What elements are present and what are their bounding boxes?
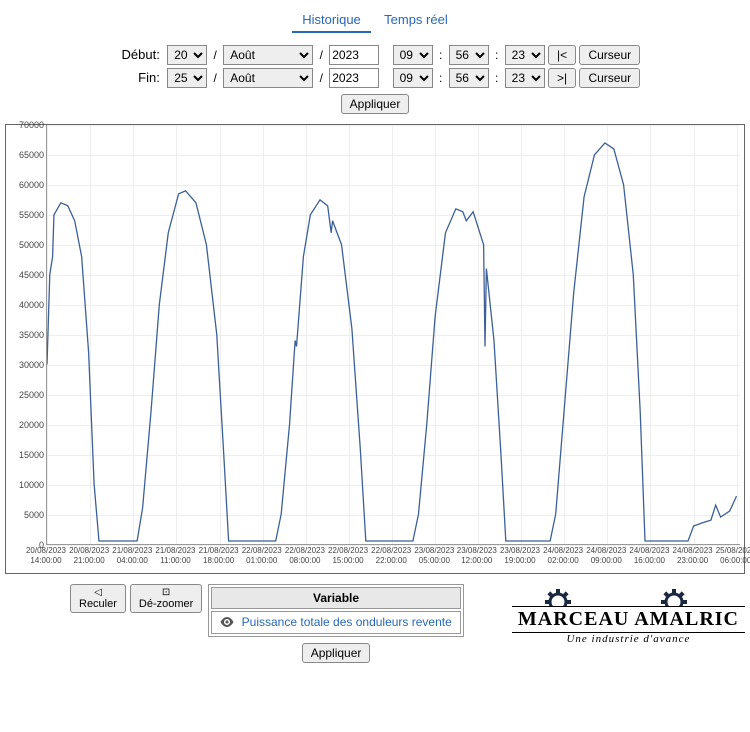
y-tick-label: 15000 xyxy=(19,450,44,460)
y-tick-label: 10000 xyxy=(19,480,44,490)
variable-header: Variable xyxy=(211,587,460,609)
end-sec-select[interactable]: 23 xyxy=(505,68,545,88)
separator: / xyxy=(320,71,323,85)
back-button[interactable]: ◁ Reculer xyxy=(70,584,126,613)
end-day-select[interactable]: 25 xyxy=(167,68,207,88)
start-cursor-button[interactable]: Curseur xyxy=(579,45,640,65)
tab-historique[interactable]: Historique xyxy=(292,8,371,33)
variable-row[interactable]: Puissance totale des onduleurs revente xyxy=(211,611,460,634)
end-label: Fin: xyxy=(110,70,160,85)
back-icon: ◁ xyxy=(79,587,117,598)
y-tick-label: 55000 xyxy=(19,210,44,220)
y-tick-label: 40000 xyxy=(19,300,44,310)
variable-table: Variable Puissance totale des onduleurs … xyxy=(208,584,463,637)
y-tick-label: 45000 xyxy=(19,270,44,280)
end-month-select[interactable]: Août xyxy=(223,68,313,88)
separator: / xyxy=(214,48,217,62)
variable-name: Puissance totale des onduleurs revente xyxy=(242,615,452,629)
y-tick-label: 30000 xyxy=(19,360,44,370)
start-year-input[interactable] xyxy=(329,45,379,65)
separator: : xyxy=(439,71,442,85)
start-min-select[interactable]: 56 xyxy=(449,45,489,65)
y-tick-label: 25000 xyxy=(19,390,44,400)
logo: MARCEAU AMALRIC Une industrie d'avance xyxy=(512,584,745,645)
eye-icon xyxy=(220,616,234,630)
apply-button-2[interactable]: Appliquer xyxy=(302,643,371,663)
tab-temps-reel[interactable]: Temps réel xyxy=(374,8,458,31)
seek-back-button[interactable]: |< xyxy=(548,45,576,65)
end-year-input[interactable] xyxy=(329,68,379,88)
separator: : xyxy=(495,71,498,85)
y-tick-label: 35000 xyxy=(19,330,44,340)
separator: / xyxy=(214,71,217,85)
y-tick-label: 60000 xyxy=(19,180,44,190)
y-tick-label: 65000 xyxy=(19,150,44,160)
date-controls: Début: 20 / Août / 09 : 56 : 23 |< Curse… xyxy=(0,45,750,114)
y-axis: 0500010000150002000025000300003500040000… xyxy=(6,125,46,545)
start-hour-select[interactable]: 09 xyxy=(393,45,433,65)
chart-plot-area[interactable] xyxy=(46,125,740,545)
separator: / xyxy=(320,48,323,62)
y-tick-label: 5000 xyxy=(24,510,44,520)
separator: : xyxy=(439,48,442,62)
y-tick-label: 50000 xyxy=(19,240,44,250)
start-day-select[interactable]: 20 xyxy=(167,45,207,65)
start-sec-select[interactable]: 23 xyxy=(505,45,545,65)
start-label: Début: xyxy=(110,47,160,62)
x-tick-label: 25/08/202306:00:00 xyxy=(706,546,750,565)
y-tick-label: 20000 xyxy=(19,420,44,430)
separator: : xyxy=(495,48,498,62)
chart-line xyxy=(47,143,737,541)
dezoom-label: Dé-zoomer xyxy=(139,598,193,610)
dezoom-button[interactable]: ⊡ Dé-zoomer xyxy=(130,584,202,613)
logo-name: MARCEAU AMALRIC xyxy=(512,606,745,633)
chart-container: 0500010000150002000025000300003500040000… xyxy=(5,124,745,574)
start-month-select[interactable]: Août xyxy=(223,45,313,65)
end-cursor-button[interactable]: Curseur xyxy=(579,68,640,88)
dezoom-icon: ⊡ xyxy=(139,587,193,598)
apply-button[interactable]: Appliquer xyxy=(341,94,410,114)
end-min-select[interactable]: 56 xyxy=(449,68,489,88)
y-tick-label: 70000 xyxy=(19,120,44,130)
seek-fwd-button[interactable]: >| xyxy=(548,68,576,88)
x-axis: 20/08/202314:00:0020/08/202321:00:0021/0… xyxy=(46,543,740,573)
end-hour-select[interactable]: 09 xyxy=(393,68,433,88)
back-label: Reculer xyxy=(79,598,117,610)
logo-tagline: Une industrie d'avance xyxy=(512,633,745,645)
